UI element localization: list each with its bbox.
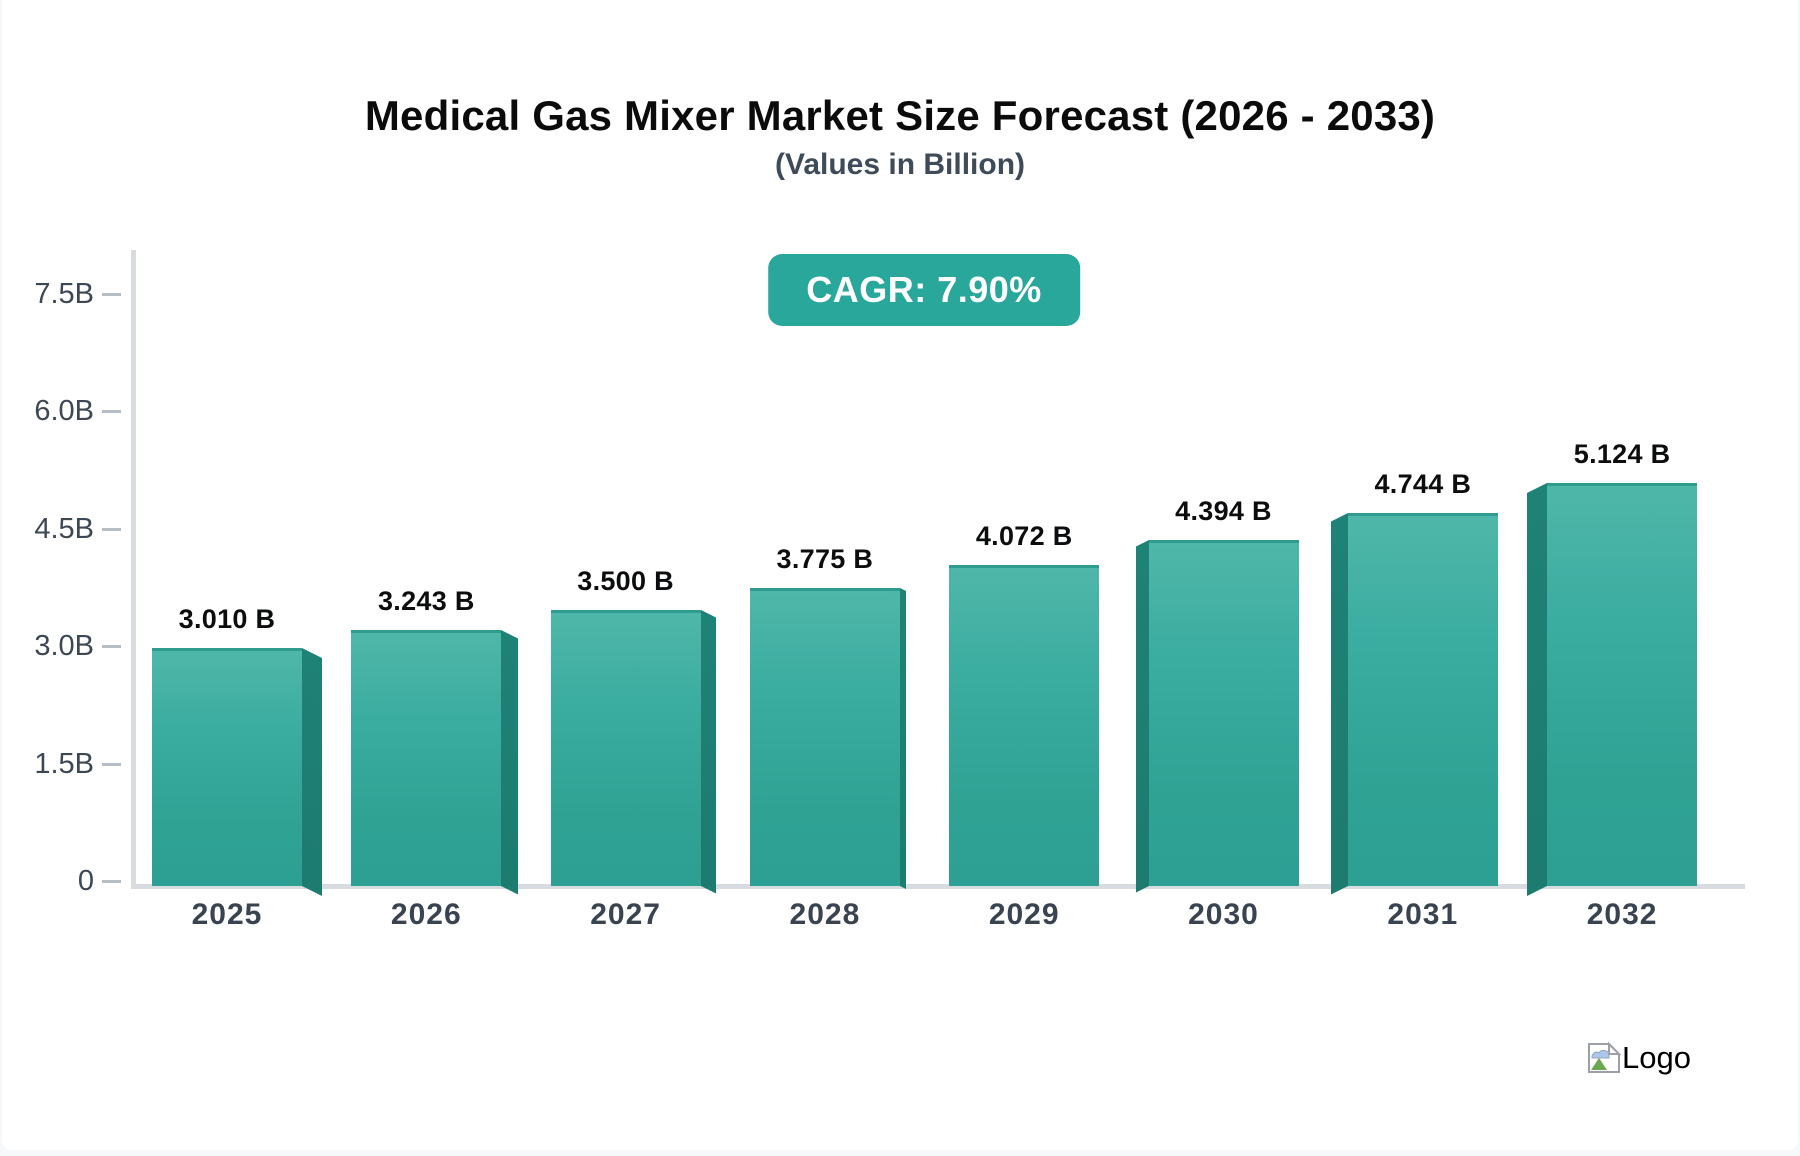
bar-value-label: 3.243 B xyxy=(377,586,475,617)
bar-value-label: 4.072 B xyxy=(975,521,1073,552)
y-axis-line xyxy=(131,250,136,889)
bar-value-label: 3.500 B xyxy=(577,565,674,596)
x-axis-label-2031: 2031 xyxy=(1387,898,1459,931)
y-tick-label: 4.5B xyxy=(34,512,94,545)
x-axis-label-2028: 2028 xyxy=(789,898,861,931)
y-tick-label: 3.0B xyxy=(34,630,94,663)
bar-3d-side xyxy=(1135,539,1149,893)
bar-3d-side xyxy=(700,609,716,894)
y-tick-mark xyxy=(102,762,121,766)
bar-3d-side xyxy=(302,648,322,896)
bar-3d-side xyxy=(1527,482,1548,896)
bar-2025 xyxy=(152,648,302,886)
y-tick-mark xyxy=(102,645,121,649)
chart-title: Medical Gas Mixer Market Size Forecast (… xyxy=(364,92,1436,139)
y-tick-mark xyxy=(102,292,121,296)
bar-value-label: 4.744 B xyxy=(1374,468,1472,499)
y-tick-mark xyxy=(102,527,121,531)
bar-2032 xyxy=(1547,482,1698,886)
y-tick-label: 0 xyxy=(77,865,94,897)
y-tick-mark xyxy=(102,410,121,414)
bar-3d-side xyxy=(1330,512,1348,895)
x-axis-label-2030: 2030 xyxy=(1188,898,1259,931)
x-axis-line xyxy=(131,884,1745,889)
bar-2028 xyxy=(749,588,900,886)
bar-2027 xyxy=(550,609,701,886)
bar-2029 xyxy=(949,565,1100,886)
bar-value-label: 3.775 B xyxy=(776,544,874,575)
x-axis-label-2026: 2026 xyxy=(390,898,462,931)
x-axis-label-2025: 2025 xyxy=(191,898,263,931)
bar-value-label: 5.124 B xyxy=(1573,438,1671,469)
bar-2026 xyxy=(351,630,502,886)
y-tick-label: 1.5B xyxy=(34,747,94,780)
y-tick-label: 6.0B xyxy=(34,395,94,428)
bar-3d-side xyxy=(899,588,906,889)
bar-value-label: 4.394 B xyxy=(1175,495,1272,526)
logo-placeholder: Logo xyxy=(1587,1040,1691,1076)
bar-3d-side xyxy=(501,630,519,895)
y-tick-label: 7.5B xyxy=(34,277,94,310)
x-axis-label-2027: 2027 xyxy=(590,898,661,931)
chart-subtitle: (Values in Billion) xyxy=(774,148,1026,181)
x-axis-label-2032: 2032 xyxy=(1586,898,1658,931)
bar-value-label: 3.010 B xyxy=(178,604,276,635)
broken-image-icon xyxy=(1588,1042,1621,1073)
x-axis-label-2029: 2029 xyxy=(988,898,1060,931)
bar-2030 xyxy=(1148,539,1299,886)
logo-alt-text: Logo xyxy=(1622,1040,1691,1075)
cagr-badge: CAGR: 7.90% xyxy=(768,254,1080,326)
bar-2031 xyxy=(1347,512,1498,886)
y-tick-mark xyxy=(102,880,121,883)
